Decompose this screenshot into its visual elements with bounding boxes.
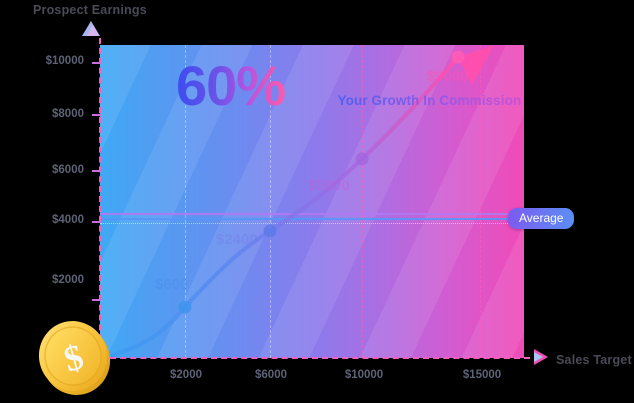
plot-area <box>100 45 524 358</box>
data-point-9000[interactable] <box>451 50 465 64</box>
gold-coin-dollar-icon: $ <box>38 321 111 395</box>
y-tick-label-6000: $6000 <box>52 164 84 176</box>
y-tick-label-2000: $2000 <box>52 274 84 286</box>
data-point-5000[interactable] <box>355 152 369 166</box>
gridline-x-2000 <box>185 45 186 358</box>
gridline-x-6000 <box>270 45 271 358</box>
y-tick-label-10000: $10000 <box>45 55 84 67</box>
x-tick-label-2000: $2000 <box>170 369 202 381</box>
data-label-5000: $5000 <box>308 177 350 194</box>
data-point-2400[interactable] <box>263 224 277 238</box>
data-label-9000: $9000 <box>427 68 469 85</box>
x-tick-label-10000: $10000 <box>344 369 384 381</box>
x-axis-title: Sales Target <box>556 353 632 367</box>
y-tick-2000 <box>92 299 101 302</box>
x-tick-labels: $2000 $6000 $10000 $15000 <box>0 369 634 389</box>
x-tick-label-15000: $15000 <box>462 369 502 381</box>
gridline-x-10000 <box>362 45 363 358</box>
y-tick-label-4000: $4000 <box>52 214 84 226</box>
y-axis-title: Prospect Earnings <box>33 3 147 17</box>
average-line-dotted <box>100 223 524 224</box>
y-tick-6000 <box>92 170 101 173</box>
trend-line-svg <box>102 45 494 358</box>
y-tick-labels: $2000 $4000 $6000 $8000 $10000 <box>12 0 84 403</box>
gridline-x-15000 <box>480 45 481 358</box>
y-tick-label-8000: $8000 <box>52 108 84 120</box>
y-tick-4000 <box>92 221 101 224</box>
average-line-purple <box>100 213 524 216</box>
average-badge[interactable]: Average <box>508 208 575 229</box>
data-point-600[interactable] <box>178 300 192 314</box>
y-tick-10000 <box>92 62 101 65</box>
trend-arrow-head <box>458 45 494 85</box>
trend-line-path <box>102 54 461 358</box>
x-tick-label-6000: $6000 <box>255 369 287 381</box>
x-axis-arrow-inner-icon <box>534 352 543 362</box>
y-axis-arrow-inner-icon <box>87 25 99 36</box>
average-line-group <box>100 213 524 227</box>
data-label-2400: $2400 <box>216 231 258 248</box>
y-tick-8000 <box>92 114 101 117</box>
y-axis-line <box>99 38 101 360</box>
data-label-600: $600 <box>155 276 189 293</box>
x-axis-line <box>100 357 530 359</box>
average-line-blue <box>100 217 524 220</box>
